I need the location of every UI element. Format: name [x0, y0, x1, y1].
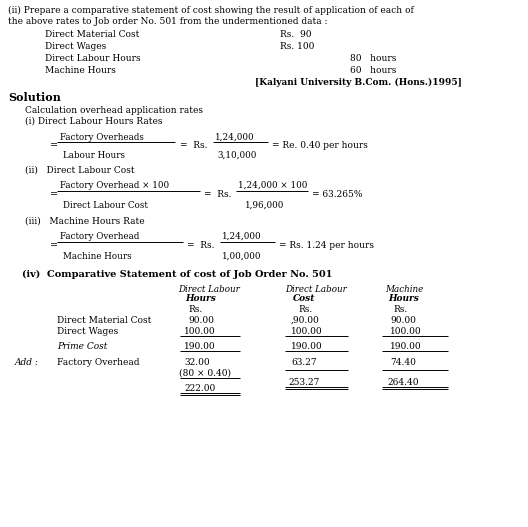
Text: 1,24,000 × 100: 1,24,000 × 100 — [238, 181, 307, 190]
Text: Factory Overhead: Factory Overhead — [57, 358, 139, 367]
Text: 1,24,000: 1,24,000 — [222, 232, 262, 241]
Text: Machine Hours: Machine Hours — [63, 252, 131, 261]
Text: (i) Direct Labour Hours Rates: (i) Direct Labour Hours Rates — [25, 117, 163, 126]
Text: 1,96,000: 1,96,000 — [245, 201, 285, 210]
Text: 32.00: 32.00 — [184, 358, 210, 367]
Text: 74.40: 74.40 — [390, 358, 416, 367]
Text: Direct Labour: Direct Labour — [178, 285, 240, 294]
Text: 100.00: 100.00 — [184, 327, 215, 336]
Text: 63.27: 63.27 — [291, 358, 317, 367]
Text: Direct Wages: Direct Wages — [57, 327, 118, 336]
Text: 253.27: 253.27 — [288, 378, 319, 387]
Text: (ii)   Direct Labour Cost: (ii) Direct Labour Cost — [25, 166, 135, 175]
Text: 100.00: 100.00 — [390, 327, 422, 336]
Text: Direct Labour Hours: Direct Labour Hours — [45, 54, 140, 63]
Text: 80   hours: 80 hours — [350, 54, 397, 63]
Text: =  Rs.: = Rs. — [180, 141, 208, 150]
Text: 264.40: 264.40 — [387, 378, 419, 387]
Text: Rs.: Rs. — [298, 305, 312, 314]
Text: 222.00: 222.00 — [184, 384, 215, 393]
Text: Rs.: Rs. — [393, 305, 407, 314]
Text: 60   hours: 60 hours — [350, 66, 397, 75]
Text: 190.00: 190.00 — [291, 342, 323, 351]
Text: 90.00: 90.00 — [188, 316, 214, 325]
Text: Direct Material Cost: Direct Material Cost — [57, 316, 152, 325]
Text: the above rates to Job order No. 501 from the undermentioned data :: the above rates to Job order No. 501 fro… — [8, 17, 327, 26]
Text: Direct Labour Cost: Direct Labour Cost — [63, 201, 148, 210]
Text: (iii)   Machine Hours Rate: (iii) Machine Hours Rate — [25, 217, 145, 226]
Text: Labour Hours: Labour Hours — [63, 151, 125, 160]
Text: Calculation overhead application rates: Calculation overhead application rates — [25, 106, 203, 115]
Text: Direct Material Cost: Direct Material Cost — [45, 30, 139, 39]
Text: (iv)  Comparative Statement of cost of Job Order No. 501: (iv) Comparative Statement of cost of Jo… — [22, 270, 332, 279]
Text: 190.00: 190.00 — [390, 342, 422, 351]
Text: Machine Hours: Machine Hours — [45, 66, 116, 75]
Text: ,90.00: ,90.00 — [291, 316, 320, 325]
Text: Factory Overhead × 100: Factory Overhead × 100 — [60, 181, 169, 190]
Text: Rs.: Rs. — [188, 305, 202, 314]
Text: Direct Labour: Direct Labour — [285, 285, 347, 294]
Text: Factory Overhead: Factory Overhead — [60, 232, 139, 241]
Text: Factory Overheads: Factory Overheads — [60, 133, 144, 142]
Text: Rs. 100: Rs. 100 — [280, 42, 314, 51]
Text: (ii) Prepare a comparative statement of cost showing the result of application o: (ii) Prepare a comparative statement of … — [8, 6, 414, 15]
Text: Hours: Hours — [388, 294, 419, 303]
Text: 100.00: 100.00 — [291, 327, 323, 336]
Text: (80 × 0.40): (80 × 0.40) — [179, 369, 231, 378]
Text: =  Rs.: = Rs. — [204, 190, 231, 199]
Text: 1,00,000: 1,00,000 — [222, 252, 261, 261]
Text: Cost: Cost — [293, 294, 315, 303]
Text: Hours: Hours — [185, 294, 216, 303]
Text: =: = — [50, 190, 58, 199]
Text: 190.00: 190.00 — [184, 342, 215, 351]
Text: Prime Cost: Prime Cost — [57, 342, 107, 351]
Text: 3,10,000: 3,10,000 — [217, 151, 257, 160]
Text: = Re. 0.40 per hours: = Re. 0.40 per hours — [272, 141, 368, 150]
Text: 90.00: 90.00 — [390, 316, 416, 325]
Text: Solution: Solution — [8, 92, 61, 103]
Text: = 63.265%: = 63.265% — [312, 190, 363, 199]
Text: =  Rs.: = Rs. — [187, 241, 214, 250]
Text: Direct Wages: Direct Wages — [45, 42, 106, 51]
Text: =: = — [50, 241, 58, 250]
Text: = Rs. 1.24 per hours: = Rs. 1.24 per hours — [279, 241, 374, 250]
Text: Machine: Machine — [385, 285, 423, 294]
Text: 1,24,000: 1,24,000 — [215, 133, 254, 142]
Text: Rs.  90: Rs. 90 — [280, 30, 312, 39]
Text: [Kalyani University B.Com. (Hons.)1995]: [Kalyani University B.Com. (Hons.)1995] — [255, 78, 462, 87]
Text: Add :: Add : — [15, 358, 39, 367]
Text: =: = — [50, 141, 58, 150]
